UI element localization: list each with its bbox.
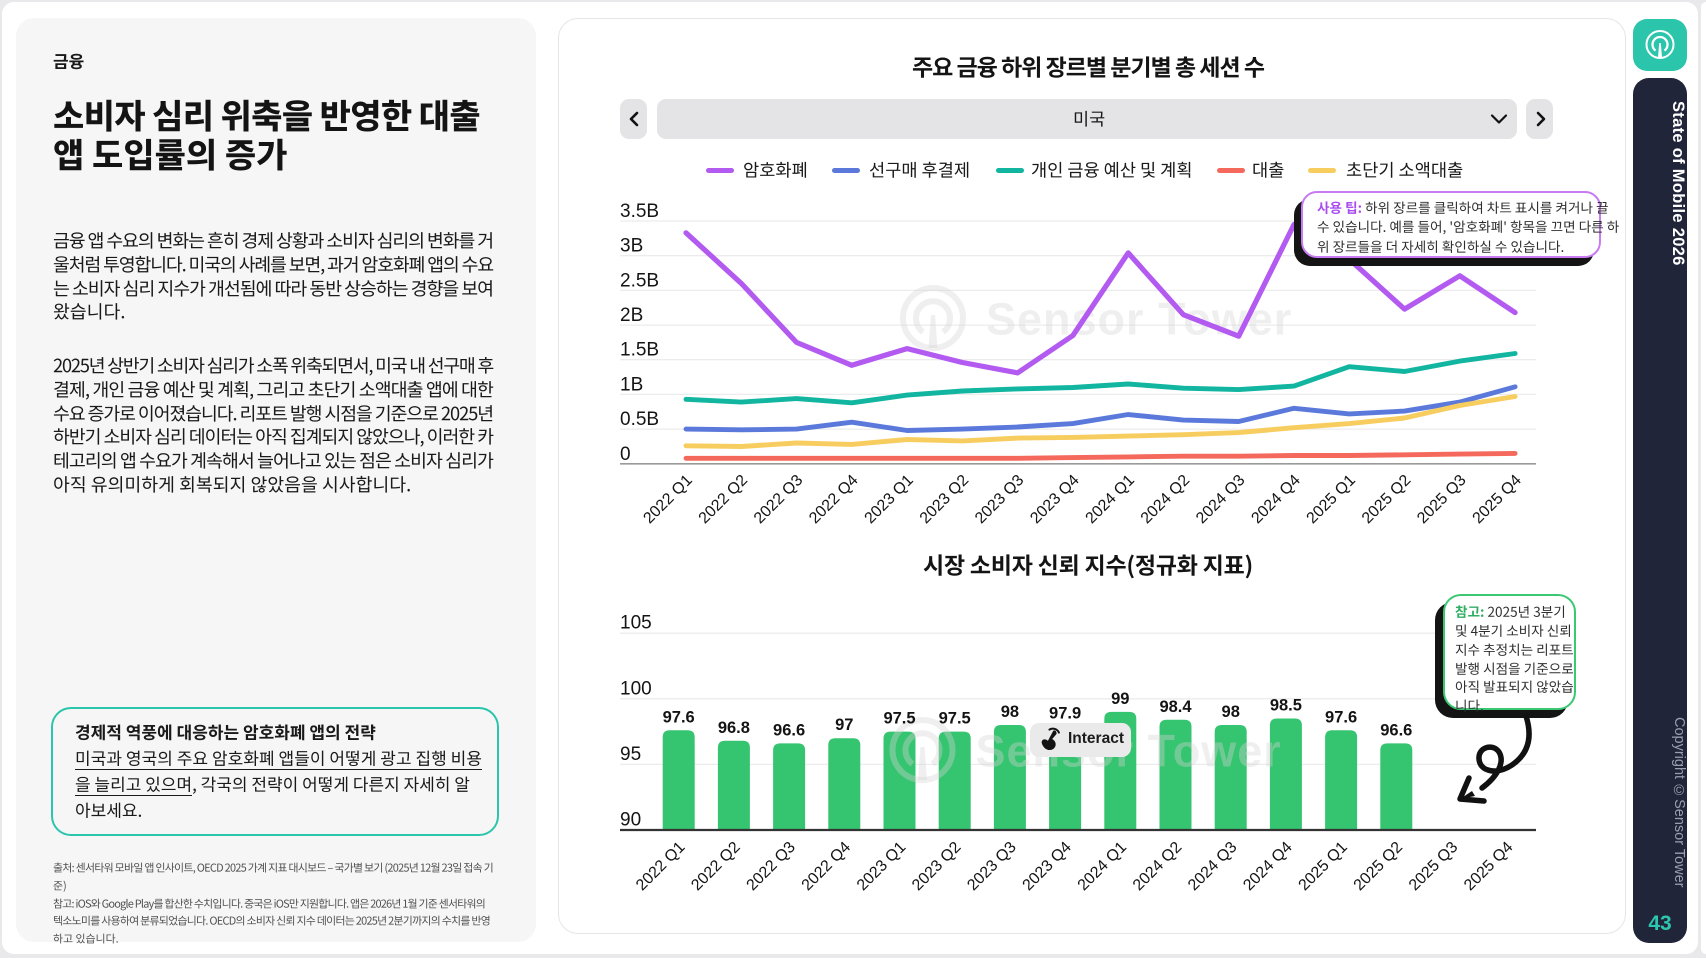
svg-text:97.9: 97.9 [1049, 704, 1081, 722]
svg-text:2024 Q1: 2024 Q1 [1075, 839, 1130, 894]
svg-text:2023 Q3: 2023 Q3 [964, 839, 1019, 894]
svg-text:2022 Q3: 2022 Q3 [743, 839, 798, 894]
svg-text:2023 Q4: 2023 Q4 [1027, 472, 1082, 527]
svg-text:90: 90 [620, 810, 641, 831]
svg-text:2022 Q4: 2022 Q4 [799, 839, 854, 894]
svg-text:2023 Q1: 2023 Q1 [854, 839, 909, 894]
svg-text:2024 Q4: 2024 Q4 [1248, 472, 1303, 527]
svg-text:1B: 1B [620, 374, 643, 395]
svg-text:2025 Q4: 2025 Q4 [1469, 472, 1524, 527]
svg-text:95: 95 [620, 744, 641, 765]
svg-text:3.5B: 3.5B [620, 201, 659, 222]
svg-text:2024 Q2: 2024 Q2 [1138, 472, 1193, 527]
svg-text:2025 Q1: 2025 Q1 [1304, 472, 1359, 527]
svg-text:0.5B: 0.5B [620, 409, 659, 430]
svg-text:2024 Q4: 2024 Q4 [1240, 839, 1295, 894]
svg-text:100: 100 [620, 678, 652, 699]
svg-text:97.5: 97.5 [883, 710, 915, 728]
svg-text:1.5B: 1.5B [620, 340, 659, 361]
svg-text:98.4: 98.4 [1159, 698, 1192, 716]
svg-text:97.5: 97.5 [939, 710, 971, 728]
svg-text:2025 Q3: 2025 Q3 [1406, 839, 1461, 894]
svg-text:2024 Q3: 2024 Q3 [1185, 839, 1240, 894]
svg-text:2023 Q4: 2023 Q4 [1019, 839, 1074, 894]
svg-text:96.6: 96.6 [1380, 721, 1412, 739]
svg-text:96.8: 96.8 [718, 719, 750, 737]
svg-text:2025 Q2: 2025 Q2 [1351, 839, 1406, 894]
svg-text:2024 Q1: 2024 Q1 [1083, 472, 1138, 527]
svg-text:2024 Q2: 2024 Q2 [1130, 839, 1185, 894]
svg-text:2022 Q2: 2022 Q2 [696, 472, 751, 527]
svg-text:2022 Q3: 2022 Q3 [751, 472, 806, 527]
svg-text:3B: 3B [620, 236, 643, 257]
svg-text:2023 Q1: 2023 Q1 [861, 472, 916, 527]
svg-text:97.6: 97.6 [663, 708, 695, 726]
svg-text:2022 Q1: 2022 Q1 [633, 839, 688, 894]
svg-text:98: 98 [1222, 703, 1240, 721]
svg-text:97: 97 [835, 716, 853, 734]
svg-text:2023 Q2: 2023 Q2 [909, 839, 964, 894]
svg-text:2B: 2B [620, 305, 643, 326]
svg-text:2024 Q3: 2024 Q3 [1193, 472, 1248, 527]
svg-text:2025 Q2: 2025 Q2 [1359, 472, 1414, 527]
svg-text:2023 Q2: 2023 Q2 [917, 472, 972, 527]
svg-text:2025 Q1: 2025 Q1 [1295, 839, 1350, 894]
svg-text:98.5: 98.5 [1270, 697, 1302, 715]
svg-text:2025 Q3: 2025 Q3 [1414, 472, 1469, 527]
svg-text:2022 Q1: 2022 Q1 [640, 472, 695, 527]
svg-text:97.6: 97.6 [1325, 708, 1357, 726]
svg-text:2.5B: 2.5B [620, 270, 659, 291]
svg-text:0: 0 [620, 444, 631, 465]
svg-text:2023 Q3: 2023 Q3 [972, 472, 1027, 527]
svg-text:2022 Q4: 2022 Q4 [806, 472, 861, 527]
svg-text:2025 Q4: 2025 Q4 [1461, 839, 1516, 894]
svg-text:105: 105 [620, 613, 652, 634]
svg-text:98: 98 [1001, 703, 1019, 721]
svg-text:99: 99 [1111, 690, 1129, 708]
svg-text:96.6: 96.6 [773, 721, 805, 739]
svg-text:2022 Q2: 2022 Q2 [688, 839, 743, 894]
